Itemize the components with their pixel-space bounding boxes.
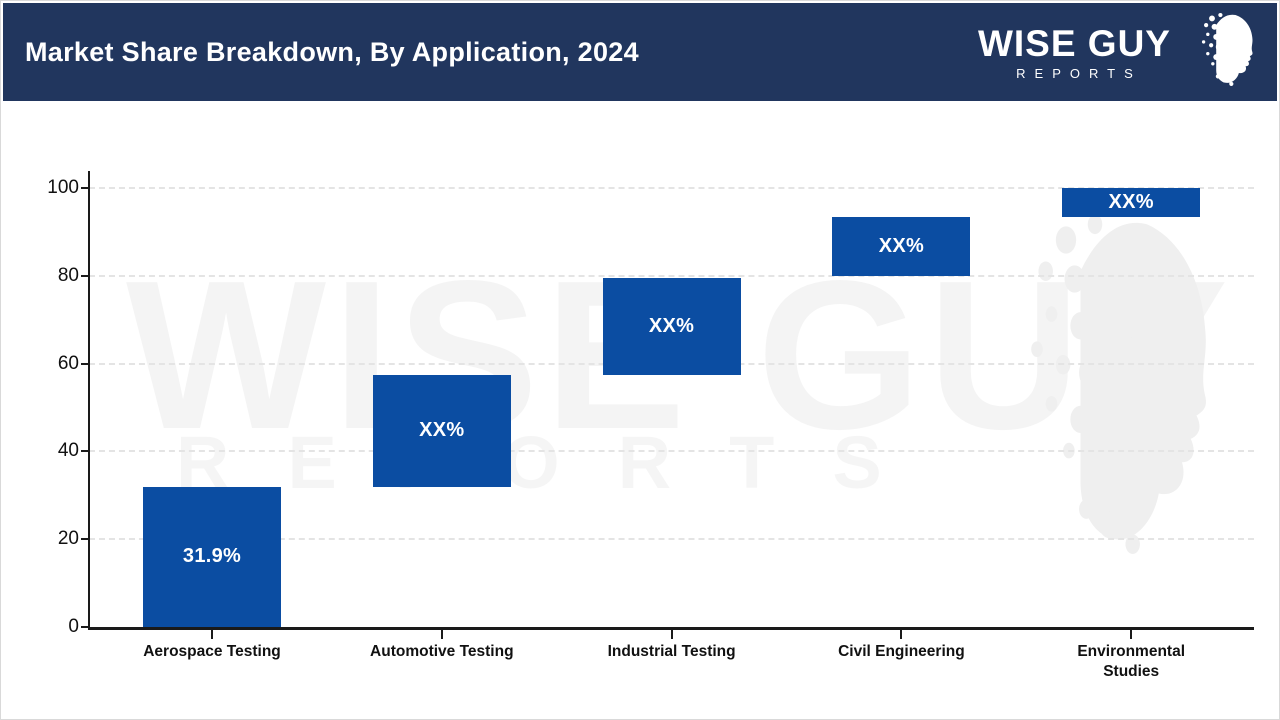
logo-subtitle: REPORTS bbox=[1016, 65, 1142, 81]
y-tick-label-60: 60 bbox=[57, 352, 79, 374]
y-tick-mark-0 bbox=[81, 626, 89, 628]
category-label-environmental-studies: Environmental Studies bbox=[1077, 643, 1186, 681]
category-label-aerospace-testing: Aerospace Testing bbox=[143, 643, 281, 660]
x-axis bbox=[88, 627, 1254, 630]
y-tick-mark-20 bbox=[81, 538, 89, 541]
bar-civil-engineering: XX% bbox=[832, 216, 971, 276]
category-label-civil-engineering: Civil Engineering bbox=[838, 643, 965, 660]
bar-value-label: XX% bbox=[1108, 190, 1154, 213]
bar-environmental-studies: XX% bbox=[1062, 188, 1201, 217]
bar-value-label: 31.9% bbox=[182, 545, 242, 568]
y-tick-label-20: 20 bbox=[57, 528, 79, 550]
logo-head-icon bbox=[1201, 12, 1253, 87]
y-axis bbox=[88, 171, 90, 629]
y-tick-mark-80 bbox=[81, 274, 89, 277]
gridline-80 bbox=[89, 274, 1254, 277]
gridline-40 bbox=[89, 450, 1254, 453]
bar-automotive-testing: XX% bbox=[372, 375, 511, 487]
x-tick-mark-automotive-testing bbox=[440, 630, 443, 639]
y-tick-label-0: 0 bbox=[68, 616, 79, 637]
x-tick-mark-environmental-studies bbox=[1130, 630, 1133, 639]
y-tick-mark-100 bbox=[81, 187, 89, 189]
page-title: Market Share Breakdown, By Application, … bbox=[25, 36, 639, 67]
bar-industrial-testing: XX% bbox=[602, 277, 741, 375]
x-tick-mark-civil-engineering bbox=[900, 630, 903, 639]
header-bar: Market Share Breakdown, By Application, … bbox=[3, 3, 1277, 101]
bar-aerospace-testing: 31.9% bbox=[143, 486, 281, 627]
y-tick-mark-40 bbox=[81, 450, 89, 453]
bar-value-label: XX% bbox=[419, 419, 465, 442]
gridline-100 bbox=[89, 187, 1254, 189]
bar-value-label: XX% bbox=[878, 234, 925, 257]
category-label-industrial-testing: Industrial Testing bbox=[607, 643, 736, 660]
logo-wordmark: WISE GUY bbox=[977, 22, 1171, 64]
logo-text: WISE GUY REPORTS bbox=[978, 25, 1171, 80]
y-tick-label-100: 100 bbox=[47, 177, 79, 198]
x-tick-mark-aerospace-testing bbox=[211, 630, 213, 639]
wise-guy-logo: WISE GUY REPORTS bbox=[978, 10, 1255, 94]
y-tick-label-80: 80 bbox=[57, 264, 79, 286]
y-tick-mark-60 bbox=[81, 362, 89, 365]
category-label-automotive-testing: Automotive Testing bbox=[370, 643, 514, 660]
y-tick-label-40: 40 bbox=[57, 440, 79, 462]
gridline-20 bbox=[89, 538, 1254, 541]
bar-value-label: XX% bbox=[648, 314, 695, 337]
watermark-text-reports: REPORTS bbox=[176, 426, 940, 500]
watermark-head-graphic bbox=[1031, 214, 1206, 554]
x-tick-mark-industrial-testing bbox=[670, 630, 673, 639]
